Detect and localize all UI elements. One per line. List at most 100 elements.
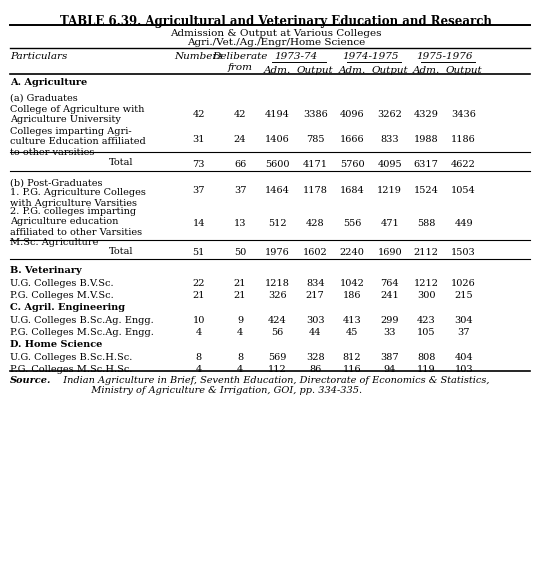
Text: 1690: 1690 [378,248,402,258]
Text: 21: 21 [193,291,205,300]
Text: 4096: 4096 [340,110,364,119]
Text: 785: 785 [306,135,325,144]
Text: 3436: 3436 [451,110,476,119]
Text: 31: 31 [193,135,205,144]
Text: Total: Total [109,158,134,168]
Text: 764: 764 [380,278,399,288]
Text: 37: 37 [458,328,470,337]
Text: Total: Total [109,246,134,256]
Text: 326: 326 [268,291,286,300]
Text: Agri./Vet./Ag./Engr/Home Science: Agri./Vet./Ag./Engr/Home Science [187,38,365,48]
Text: from: from [227,63,253,72]
Text: 1218: 1218 [264,278,290,288]
Text: 556: 556 [343,219,362,229]
Text: 569: 569 [268,353,286,362]
Text: 51: 51 [193,248,205,258]
Text: 4194: 4194 [264,110,290,119]
Text: College of Agriculture with
Agriculture University: College of Agriculture with Agriculture … [10,105,144,124]
Text: 105: 105 [417,328,436,337]
Text: 6317: 6317 [413,160,439,169]
Text: Deliberate: Deliberate [213,52,268,61]
Text: 45: 45 [346,328,358,337]
Text: 1666: 1666 [340,135,364,144]
Text: 215: 215 [454,291,473,300]
Text: 1974-1975: 1974-1975 [343,52,399,61]
Text: 4: 4 [237,328,243,337]
Text: 1054: 1054 [452,186,476,195]
Text: Output: Output [371,66,408,75]
Text: 1464: 1464 [264,186,290,195]
Text: 387: 387 [380,353,399,362]
Text: 112: 112 [268,365,286,374]
Text: 217: 217 [306,291,325,300]
Text: 413: 413 [343,316,362,325]
Text: 2240: 2240 [339,248,365,258]
Text: Colleges imparting Agri-
culture Education affiliated
to other varsities: Colleges imparting Agri- culture Educati… [10,127,146,157]
Text: 1212: 1212 [413,278,439,288]
Text: 812: 812 [343,353,362,362]
Text: 4622: 4622 [451,160,476,169]
Text: (b) Post-Graduates
1. P.G. Agriculture Colleges
with Agriculture Varsities: (b) Post-Graduates 1. P.G. Agriculture C… [10,178,146,208]
Text: 73: 73 [193,160,205,169]
Text: 1178: 1178 [302,186,328,195]
Text: 3262: 3262 [377,110,402,119]
Text: Adm.: Adm. [412,66,440,75]
Text: 300: 300 [417,291,436,300]
Text: B. Veterinary: B. Veterinary [10,266,82,276]
Text: 1406: 1406 [265,135,289,144]
Text: 4: 4 [237,365,243,374]
Text: 5760: 5760 [340,160,364,169]
Text: 588: 588 [417,219,436,229]
Text: 328: 328 [306,353,325,362]
Text: P.G. Colleges M.Sc.Ag. Engg.: P.G. Colleges M.Sc.Ag. Engg. [10,328,154,337]
Text: 4: 4 [195,328,202,337]
Text: 44: 44 [309,328,321,337]
Text: 4095: 4095 [378,160,402,169]
Text: 1219: 1219 [377,186,402,195]
Text: 8: 8 [195,353,202,362]
Text: P.G. Colleges M.V.Sc.: P.G. Colleges M.V.Sc. [10,291,114,300]
Text: 66: 66 [234,160,246,169]
Text: C. Agril. Engineering: C. Agril. Engineering [10,303,125,313]
Text: 423: 423 [417,316,436,325]
Text: 103: 103 [454,365,473,374]
Text: U.G. Colleges B.V.Sc.: U.G. Colleges B.V.Sc. [10,279,114,288]
Text: 1684: 1684 [340,186,364,195]
Text: A. Agriculture: A. Agriculture [10,78,87,88]
Text: Adm.: Adm. [263,66,291,75]
Text: 13: 13 [234,219,246,229]
Text: 42: 42 [193,110,205,119]
Text: 404: 404 [454,353,473,362]
Text: 299: 299 [380,316,399,325]
Text: 5600: 5600 [265,160,289,169]
Text: 1975-1976: 1975-1976 [417,52,473,61]
Text: 1503: 1503 [452,248,476,258]
Text: 808: 808 [417,353,436,362]
Text: 833: 833 [380,135,399,144]
Text: 1976: 1976 [265,248,289,258]
Text: 2112: 2112 [413,248,439,258]
Text: 834: 834 [306,278,325,288]
Text: P.G. Colleges M.Sc.H.Sc.: P.G. Colleges M.Sc.H.Sc. [10,365,132,374]
Text: 10: 10 [193,316,205,325]
Text: Output: Output [297,66,333,75]
Text: 22: 22 [193,278,205,288]
Text: 471: 471 [380,219,399,229]
Text: 512: 512 [268,219,286,229]
Text: 24: 24 [234,135,246,144]
Text: 8: 8 [237,353,243,362]
Text: 1524: 1524 [413,186,439,195]
Text: Admission & Output at Various Colleges: Admission & Output at Various Colleges [170,29,382,38]
Text: 304: 304 [454,316,473,325]
Text: 94: 94 [384,365,396,374]
Text: 4329: 4329 [413,110,439,119]
Text: 303: 303 [306,316,325,325]
Text: 1186: 1186 [452,135,476,144]
Text: 37: 37 [234,186,246,195]
Text: 4171: 4171 [302,160,328,169]
Text: 1042: 1042 [339,278,365,288]
Text: 3386: 3386 [303,110,327,119]
Text: (a) Graduates: (a) Graduates [10,93,78,103]
Text: 4: 4 [195,365,202,374]
Text: 116: 116 [343,365,362,374]
